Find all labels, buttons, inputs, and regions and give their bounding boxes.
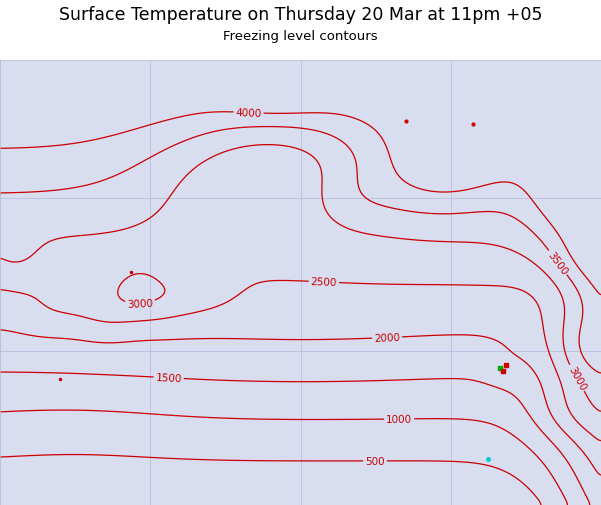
Text: 1500: 1500 <box>155 372 182 384</box>
Text: 500: 500 <box>365 456 385 466</box>
Text: 3000: 3000 <box>566 365 588 392</box>
Text: 3500: 3500 <box>546 249 570 277</box>
Text: 1000: 1000 <box>386 414 412 424</box>
Text: 2500: 2500 <box>311 277 337 288</box>
Text: Freezing level contours: Freezing level contours <box>223 30 378 43</box>
Text: Surface Temperature on Thursday 20 Mar at 11pm +05: Surface Temperature on Thursday 20 Mar a… <box>59 6 542 24</box>
Text: 4000: 4000 <box>235 108 262 119</box>
Text: 3000: 3000 <box>127 298 153 309</box>
Text: 2000: 2000 <box>374 332 400 343</box>
